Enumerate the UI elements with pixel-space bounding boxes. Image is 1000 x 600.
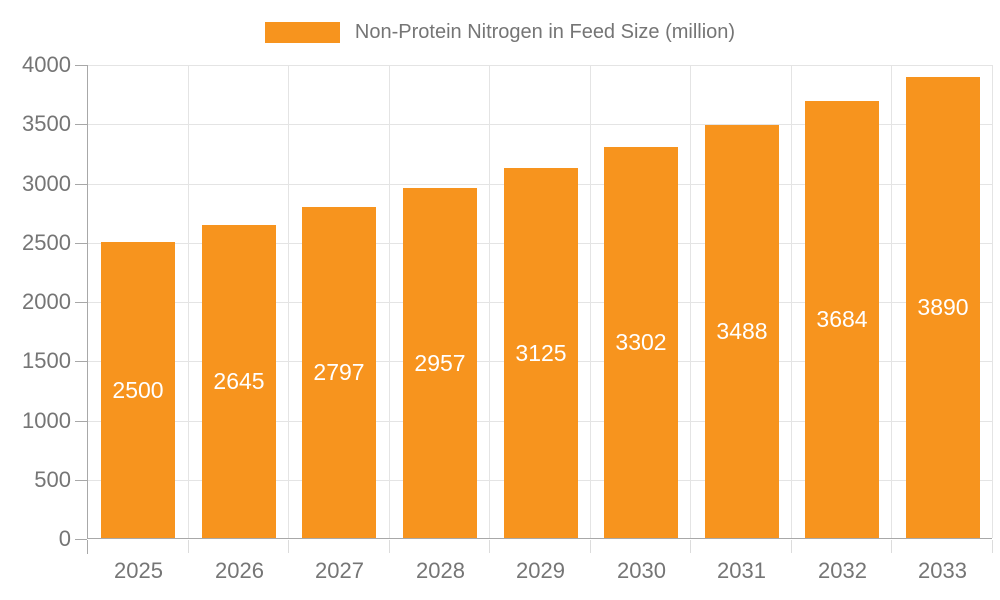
bar-value-label: 2500 [112,376,164,403]
bar-value-label: 3684 [816,306,868,332]
y-tick-label: 0 [58,526,71,551]
x-axis-tick [791,540,792,553]
x-axis-origin-tick [87,540,88,554]
y-axis-tick [75,184,87,185]
gridline-vertical [188,65,189,538]
gridline-vertical [489,65,490,538]
x-category-label: 2030 [617,558,666,583]
y-tick-label: 2000 [22,289,71,314]
y-axis-tick [75,124,87,125]
y-tick-label: 4000 [22,52,71,77]
gridline-horizontal [88,65,992,66]
gridline-vertical [791,65,792,538]
gridline-vertical [590,65,591,538]
x-axis-labels: 2025 2026 2027 2028 2029 2030 2031 2032 2033 [88,557,993,585]
bar[interactable]: 3125 [504,168,578,538]
legend[interactable]: Non-Protein Nitrogen in Feed Size (milli… [0,19,1000,45]
bar-value-label: 3890 [917,294,969,320]
legend-swatch-icon [264,21,340,43]
x-category-label: 2027 [315,558,364,583]
x-axis-tick [891,540,892,553]
x-axis-tick [389,540,390,553]
bar[interactable]: 2500 [101,242,175,538]
gridline-vertical [891,65,892,538]
y-axis-tick [75,302,87,303]
bar[interactable]: 2645 [202,225,276,538]
bar-value-label: 3302 [615,329,667,355]
plot-area: 2500 2645 2797 2957 3125 3302 3488 3684 3890 [87,65,993,539]
bar-value-label: 2645 [213,368,265,394]
y-tick-label: 3500 [22,111,71,136]
y-tick-label: 1000 [22,408,71,433]
y-tick-label: 3000 [22,171,71,196]
x-axis-tick [690,540,691,553]
bar[interactable]: 3890 [906,77,980,538]
y-axis-tick [75,421,87,422]
y-axis-tick [75,361,87,362]
y-axis-tick [75,480,87,481]
bar[interactable]: 3488 [705,125,779,538]
gridline-vertical [992,65,993,538]
bar-value-label: 2957 [414,349,466,376]
bar-value-label: 2797 [313,359,365,385]
gridline-vertical [389,65,390,538]
gridline-horizontal [88,124,992,125]
x-category-label: 2032 [818,558,867,583]
bar[interactable]: 3684 [805,101,879,538]
x-axis-tick [590,540,591,553]
bar[interactable]: 3302 [604,147,678,538]
x-axis-tick [992,540,993,553]
x-category-label: 2028 [416,558,465,583]
x-category-label: 2025 [114,558,163,583]
x-category-label: 2033 [918,558,967,583]
x-axis-tick [489,540,490,553]
x-category-label: 2026 [215,558,264,583]
y-tick-label: 2500 [22,230,71,255]
y-axis-tick [75,539,87,540]
x-axis-tick [188,540,189,553]
x-category-label: 2031 [717,558,766,583]
bar-value-label: 3125 [515,339,567,366]
y-axis-tick [75,243,87,244]
bar[interactable]: 2957 [403,188,477,538]
x-axis-tick [288,540,289,553]
y-tick-label: 1500 [22,348,71,373]
y-tick-label: 500 [34,467,71,492]
legend-label: Non-Protein Nitrogen in Feed Size (milli… [354,20,736,43]
bar-value-label: 3488 [716,318,768,344]
gridline-vertical [288,65,289,538]
gridline-vertical [690,65,691,538]
y-axis-tick [75,65,87,66]
y-axis-labels: 0 500 1000 1500 2000 2500 3000 3500 4000 [0,53,71,551]
bar[interactable]: 2797 [302,207,376,538]
x-category-label: 2029 [516,558,565,583]
